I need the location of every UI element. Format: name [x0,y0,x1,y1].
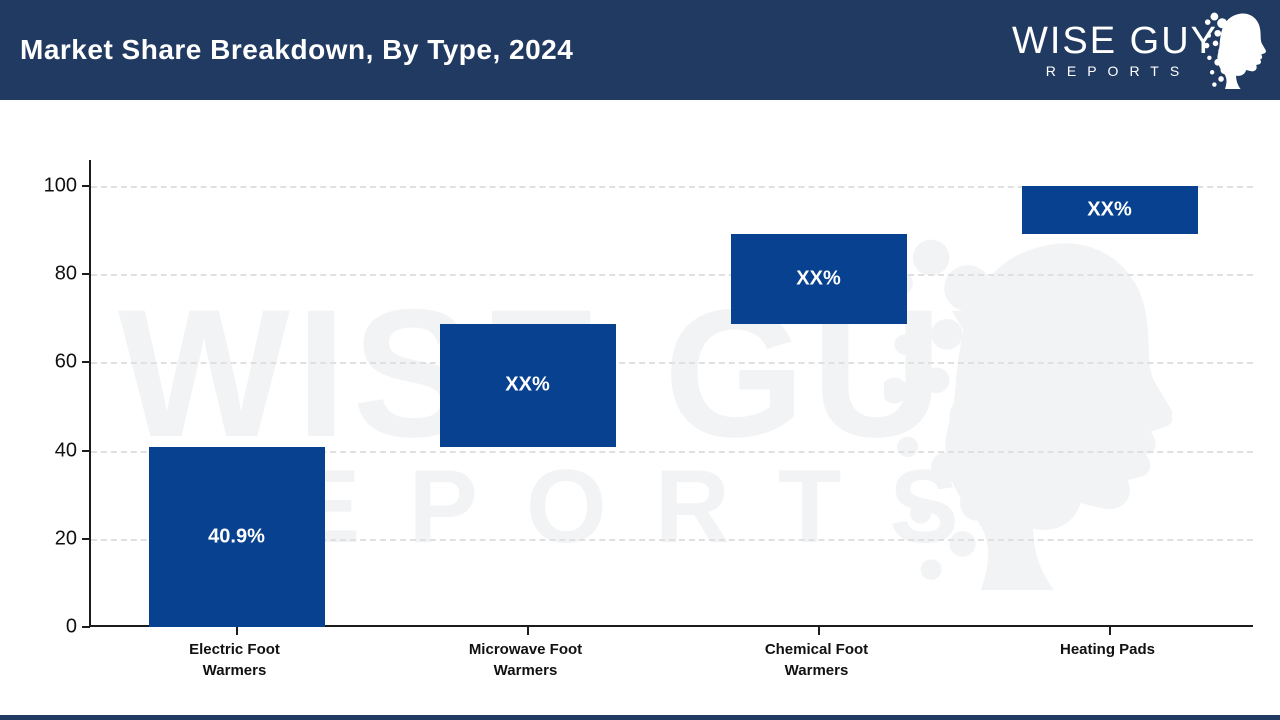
x-tick-mark [817,627,820,635]
y-gridline [91,538,1253,541]
y-tick-mark [82,449,90,452]
y-tick-label: 20 [54,527,77,550]
x-tick-mark [526,627,529,635]
bar-value-label: XX% [1087,198,1132,221]
waterfall-bar: 40.9% [148,446,325,627]
x-category-label: Electric Foot Warmers [189,641,280,679]
y-tick-label: 40 [54,439,77,462]
waterfall-chart: 0 20 40 60 80 100 40.9% XX% XX% XX% [44,160,1253,638]
x-category-label: Microwave Foot Warmers [468,641,583,679]
page-title: Market Share Breakdown, By Type, 2024 [20,34,574,65]
y-gridline [91,362,1253,365]
y-tick-mark [82,626,90,628]
y-gridline [91,450,1253,453]
bar-value-label: XX% [796,267,841,290]
x-tick-mark [1108,627,1111,635]
logo-text: WISE GUY REPORTS [1012,22,1218,79]
wise-guy-logo: WISE GUY REPORTS [1012,10,1266,90]
y-tick-label: 80 [54,262,77,285]
header-bar: Market Share Breakdown, By Type, 2024 WI… [0,0,1280,100]
x-tick-mark [235,627,238,635]
y-tick-label: 0 [65,615,77,638]
waterfall-bar: XX% [439,324,616,447]
y-gridline [91,274,1253,277]
x-category-label: Heating Pads [1059,641,1156,658]
footer-bar [0,715,1280,720]
bar-value-label: 40.9% [208,525,265,548]
x-category-label: Chemical Foot Warmers [764,641,869,679]
y-tick-label: 60 [54,350,77,373]
y-tick-mark [82,185,90,188]
y-tick-mark [82,537,90,540]
bar-value-label: XX% [505,373,550,396]
y-tick-label: 100 [43,174,77,197]
waterfall-bar: XX% [730,234,907,325]
waterfall-bar: XX% [1021,186,1198,235]
y-gridline [91,186,1253,189]
logo-wordmark: WISE GUY [1011,19,1218,62]
y-tick-mark [82,361,90,364]
logo-subtitle: REPORTS [1045,62,1191,79]
y-tick-mark [82,273,90,276]
